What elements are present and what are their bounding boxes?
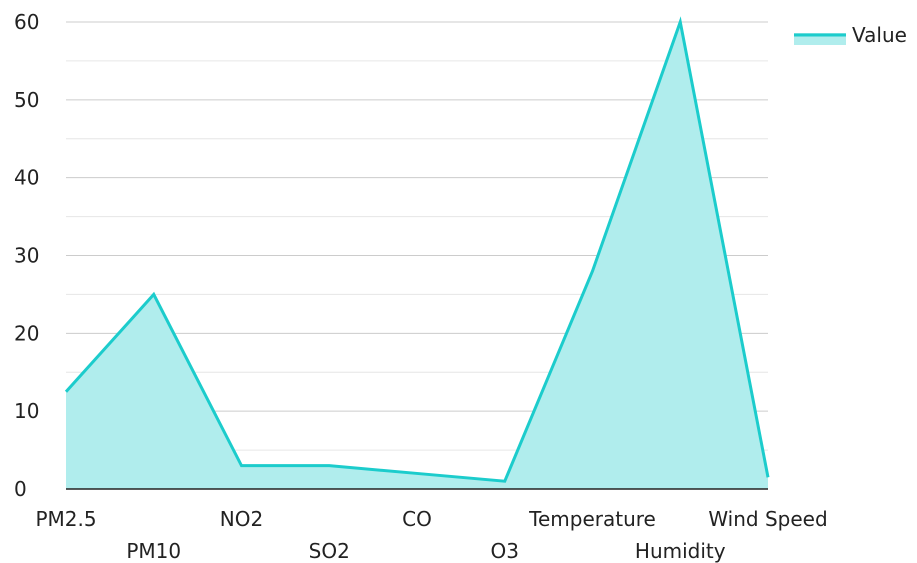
x-tick-label: Humidity: [635, 539, 726, 563]
series-line-group: [64, 16, 770, 483]
x-tick-label: PM2.5: [35, 507, 96, 531]
legend-label: Value: [852, 23, 907, 47]
x-tick-label: PM10: [126, 539, 181, 563]
y-tick-label: 10: [14, 399, 39, 423]
x-tick-label: SO2: [309, 539, 350, 563]
series-area-fill: [66, 22, 768, 489]
y-tick-labels: 0 10 20 30 40 50 60: [14, 10, 39, 501]
x-tick-label: O3: [491, 539, 519, 563]
series-line: [64, 16, 770, 483]
y-tick-label: 0: [14, 477, 27, 501]
y-tick-label: 40: [14, 166, 39, 190]
x-tick-label: Wind Speed: [708, 507, 827, 531]
x-tick-label: Temperature: [528, 507, 656, 531]
legend: Value: [794, 23, 907, 47]
y-tick-label: 30: [14, 244, 39, 268]
y-tick-label: 50: [14, 88, 39, 112]
x-tick-labels: PM2.5 PM10 NO2 SO2 CO O3 Temperature Humidity Wi…: [35, 507, 827, 563]
y-tick-label: 60: [14, 10, 39, 34]
x-tick-label: NO2: [220, 507, 263, 531]
x-tick-label: CO: [402, 507, 432, 531]
area-fill-group: [66, 22, 768, 489]
y-tick-label: 20: [14, 321, 39, 345]
